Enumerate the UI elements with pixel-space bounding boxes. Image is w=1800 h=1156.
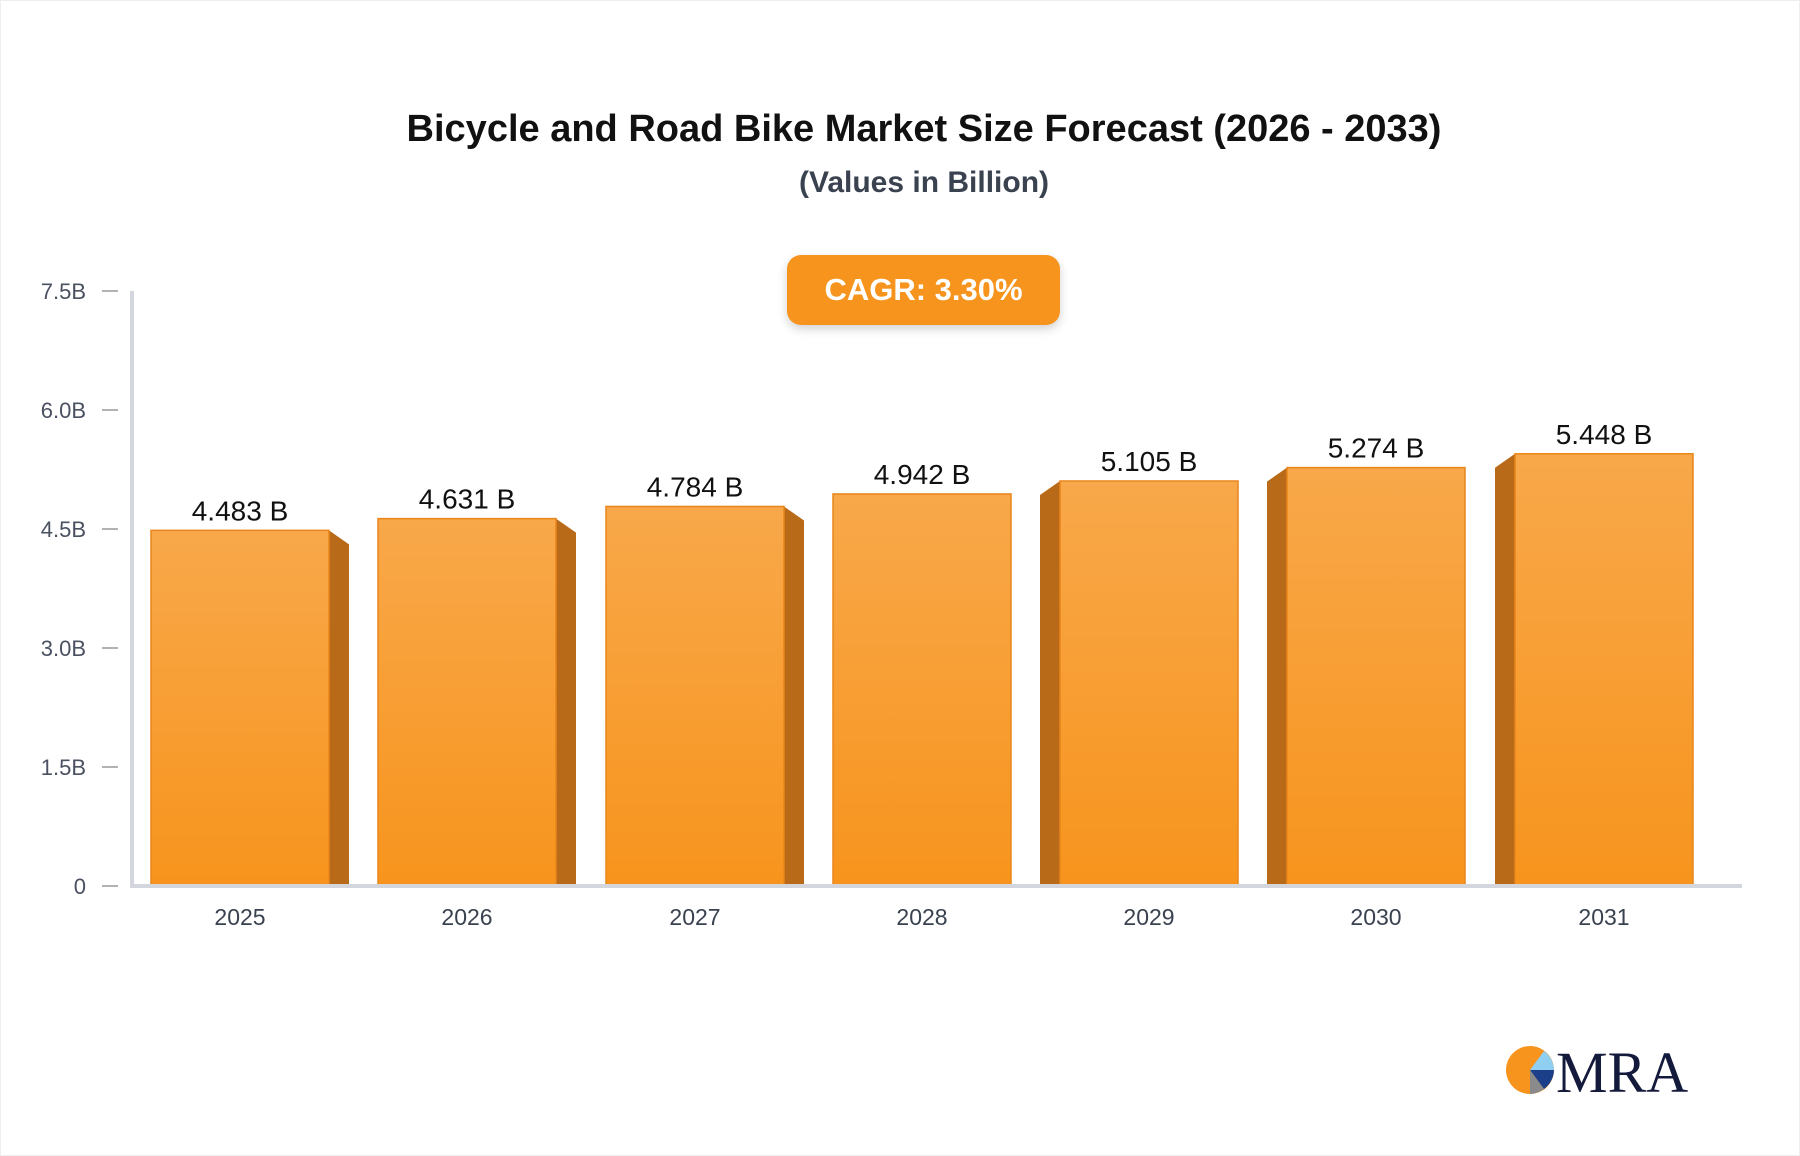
y-tick-label: 3.0B (41, 636, 86, 661)
data-label: 4.784 B (647, 471, 744, 502)
x-tick-label: 2026 (441, 904, 492, 930)
y-tick-label: 0 (74, 874, 86, 899)
bar (377, 517, 557, 887)
chart-title: Bicycle and Road Bike Market Size Foreca… (406, 108, 1442, 150)
y-tick-label: 1.5B (41, 755, 86, 780)
bar (605, 505, 785, 887)
x-tick-label: 2029 (1123, 904, 1174, 930)
cagr-badge: CAGR: 3.30% (787, 255, 1060, 325)
data-label: 4.483 B (192, 495, 289, 526)
y-tick-label: 7.5B (41, 279, 86, 304)
bar (832, 493, 1012, 887)
bar-side (556, 518, 576, 886)
data-label: 5.274 B (1328, 433, 1425, 464)
bar (150, 529, 330, 887)
bar-side (329, 530, 349, 886)
data-label: 4.631 B (419, 484, 516, 515)
data-label: 5.105 B (1101, 446, 1198, 477)
bar (1514, 453, 1694, 887)
bar-side (784, 506, 804, 886)
bar-side (1040, 481, 1060, 886)
x-tick-label: 2025 (214, 904, 265, 930)
x-tick-label: 2028 (896, 904, 947, 930)
logo-text: MRA (1556, 1040, 1688, 1100)
x-tick-label: 2030 (1350, 904, 1401, 930)
bar (1059, 480, 1239, 887)
bar-side (1267, 467, 1287, 886)
mra-logo: MRA (1506, 1040, 1688, 1100)
data-label: 5.448 B (1556, 419, 1653, 450)
chart-subtitle: (Values in Billion) (798, 166, 1050, 199)
bar (1286, 466, 1466, 887)
x-tick-label: 2031 (1578, 904, 1629, 930)
y-tick-label: 4.5B (41, 517, 86, 542)
x-tick-label: 2027 (669, 904, 720, 930)
data-label: 4.942 B (874, 459, 971, 490)
y-tick-label: 6.0B (41, 398, 86, 423)
bar-side (1495, 453, 1515, 886)
